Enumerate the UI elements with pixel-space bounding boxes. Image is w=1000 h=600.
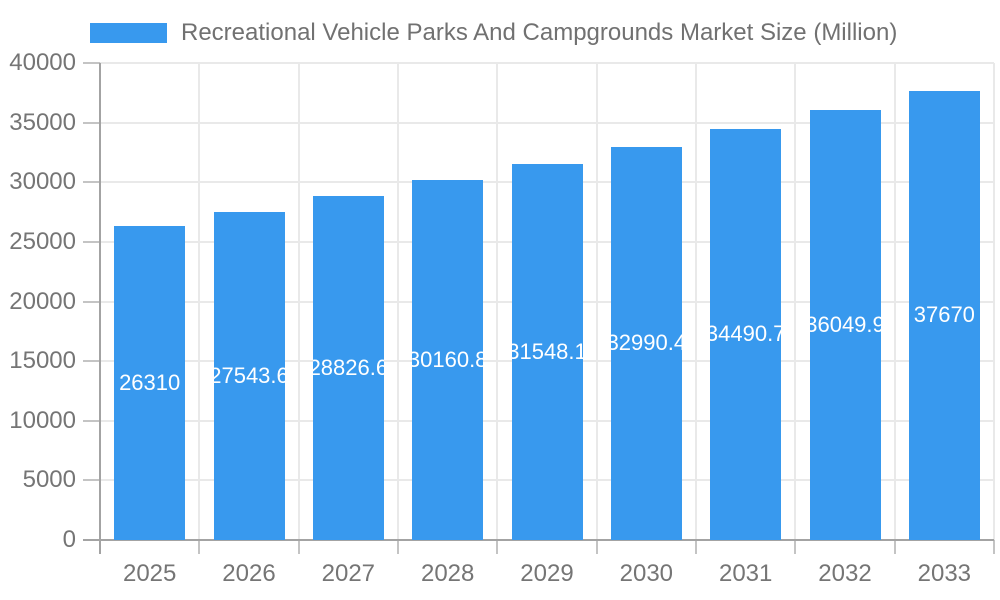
y-axis-label: 35000 — [9, 108, 76, 136]
bar[interactable]: 37670 — [908, 90, 980, 540]
y-axis-label: 25000 — [9, 227, 76, 255]
x-gridline — [397, 63, 399, 540]
bar-value-label: 26310 — [119, 370, 181, 396]
x-axis-label: 2033 — [917, 560, 972, 587]
bar[interactable]: 26310 — [114, 226, 186, 540]
bar-value-label: 28826.6 — [312, 355, 384, 381]
x-tick — [695, 540, 697, 554]
y-axis-label: 30000 — [9, 168, 76, 196]
y-axis-label: 5000 — [22, 466, 76, 494]
y-tick — [83, 360, 100, 363]
x-axis-label: 2029 — [520, 560, 574, 587]
bar-value-label: 36049.9 — [809, 312, 881, 338]
y-axis-label: 15000 — [9, 347, 76, 375]
y-axis-label: 0 — [62, 526, 76, 553]
bar[interactable]: 27543.6 — [213, 211, 285, 540]
x-axis-line — [83, 539, 994, 541]
y-gridline — [100, 121, 994, 124]
x-gridline — [198, 63, 201, 540]
y-axis-label: 20000 — [9, 287, 76, 315]
legend-label: Recreational Vehicle Parks And Campgroun… — [181, 19, 898, 46]
y-tick — [83, 62, 100, 64]
y-tick — [83, 479, 100, 482]
x-tick — [297, 540, 300, 554]
bar[interactable]: 30160.8 — [412, 180, 484, 540]
x-gridline — [297, 63, 300, 540]
x-tick — [893, 540, 896, 554]
bar-value-label: 34490.7 — [710, 321, 782, 347]
y-axis-label: 10000 — [9, 406, 76, 434]
y-axis-label: 40000 — [9, 49, 76, 76]
x-axis-label: 2027 — [321, 560, 376, 587]
legend-swatch — [90, 23, 167, 43]
x-axis-label: 2031 — [718, 560, 773, 587]
y-tick — [83, 419, 100, 422]
x-axis-label: 2030 — [619, 560, 674, 587]
x-tick — [595, 540, 598, 554]
x-axis-label: 2032 — [818, 560, 872, 587]
x-gridline — [496, 63, 499, 540]
legend-item[interactable]: Recreational Vehicle Parks And Campgroun… — [90, 14, 897, 52]
x-gridline — [695, 63, 697, 540]
x-axis-label: 2025 — [122, 560, 177, 587]
x-gridline — [794, 63, 797, 540]
plot-area: 0 5000 10000 15000 20000 25000 30000 35000 40000… — [9, 51, 995, 586]
y-tick — [83, 181, 100, 184]
x-tick — [198, 540, 201, 554]
x-tick — [496, 540, 499, 554]
bar-value-label: 37670 — [913, 302, 975, 328]
x-gridline — [893, 63, 896, 540]
y-tick — [83, 121, 100, 124]
y-gridline — [100, 62, 994, 64]
bar-value-label: 32990.4 — [610, 330, 682, 356]
x-gridline — [993, 63, 995, 540]
bar-value-label: 30160.8 — [412, 347, 484, 373]
x-tick — [993, 540, 995, 554]
bar[interactable]: 32990.4 — [610, 146, 682, 540]
bar[interactable]: 31548.1 — [511, 163, 583, 540]
x-tick — [794, 540, 797, 554]
y-tick — [83, 300, 100, 303]
x-axis-label: 2026 — [222, 560, 276, 587]
bar[interactable]: 34490.7 — [710, 128, 782, 540]
x-tick — [397, 540, 399, 554]
y-tick — [83, 240, 100, 243]
x-gridline — [595, 63, 598, 540]
bar[interactable]: 28826.6 — [312, 196, 384, 540]
bar[interactable]: 36049.9 — [809, 110, 881, 540]
bar-value-label: 31548.1 — [511, 338, 583, 364]
x-axis-label: 2028 — [420, 560, 475, 587]
y-axis-line — [99, 63, 101, 554]
bar-value-label: 27543.6 — [213, 362, 285, 388]
